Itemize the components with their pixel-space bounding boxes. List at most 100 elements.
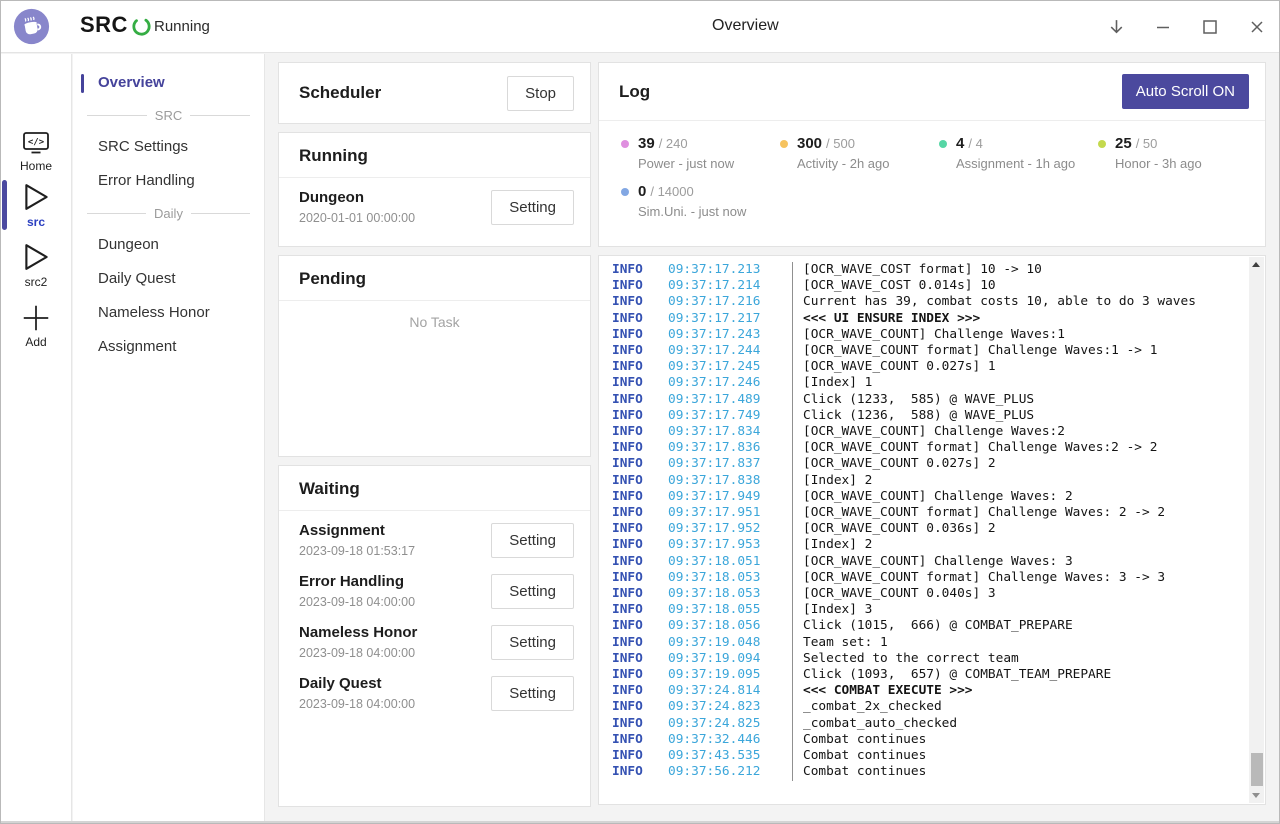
log-line: INFO 09:37:17.951 [OCR_WAVE_COUNT format…: [599, 505, 1265, 522]
close-button[interactable]: [1246, 16, 1268, 38]
log-line: INFO 09:37:43.535 Combat continues: [599, 748, 1265, 765]
log-message: Current has 39, combat costs 10, able to…: [792, 294, 1196, 311]
task-setting-button[interactable]: Setting: [491, 522, 574, 558]
menu-item-src-settings[interactable]: SRC Settings: [73, 130, 264, 164]
menu-sidebar: Overview SRC SRC Settings Error Handling…: [73, 54, 265, 821]
log-level: INFO: [612, 537, 643, 553]
task-name: Dungeon: [299, 189, 364, 206]
menu-item-error-handling[interactable]: Error Handling: [73, 164, 264, 198]
log-message: Selected to the correct team: [792, 650, 1019, 668]
log-level: INFO: [612, 424, 643, 440]
log-lines: INFO 09:37:17.213 [OCR_WAVE_COST format]…: [599, 262, 1265, 781]
maximize-icon: [1203, 19, 1217, 34]
log-message: [OCR_WAVE_COUNT format] Challenge Waves:…: [792, 569, 1165, 587]
nav-item-home[interactable]: </> Home: [0, 122, 72, 173]
log-header: Log Auto Scroll ON: [599, 63, 1265, 121]
scroll-down-icon[interactable]: [1252, 793, 1260, 798]
menu-item-nameless-honor[interactable]: Nameless Honor: [73, 296, 264, 330]
stat-dot-icon: [621, 140, 629, 148]
task-time: 2020-01-01 00:00:00: [299, 211, 416, 225]
scrollbar-thumb[interactable]: [1250, 753, 1263, 786]
log-line: INFO 09:37:18.051 [OCR_WAVE_COUNT] Chall…: [599, 553, 1265, 570]
running-spinner-icon: [132, 17, 151, 36]
running-title: Running: [299, 146, 368, 165]
log-timestamp: 09:37:17.244: [668, 343, 761, 359]
log-line: INFO 09:37:24.823 _combat_2x_checked: [599, 699, 1265, 716]
menu-item-dungeon[interactable]: Dungeon: [73, 228, 264, 262]
scroll-up-icon[interactable]: [1252, 262, 1260, 267]
nav-item-src[interactable]: src: [0, 178, 72, 230]
menu-item-overview[interactable]: Overview: [73, 66, 264, 100]
log-output[interactable]: INFO 09:37:17.213 [OCR_WAVE_COST format]…: [598, 255, 1266, 805]
log-timestamp: 09:37:17.952: [668, 521, 761, 537]
task-info: Daily Quest 2023-09-18 04:00:00: [299, 675, 415, 711]
stat-text: 25 / 50 Honor - 3h ago: [1115, 135, 1202, 171]
log-level: INFO: [612, 294, 643, 310]
status-label: Running: [154, 18, 210, 35]
menu-section-daily: Daily: [73, 198, 264, 228]
log-level: INFO: [612, 359, 643, 375]
log-level: INFO: [612, 553, 643, 569]
resource-stat: 0 / 14000 Sim.Uni. - just now: [621, 183, 780, 219]
hide-window-button[interactable]: [1105, 16, 1127, 38]
stat-dot-icon: [1098, 140, 1106, 148]
log-level: INFO: [612, 343, 643, 359]
log-message: [Index] 2: [792, 472, 872, 489]
nav-item-label: src: [26, 215, 46, 229]
task-info: Assignment 2023-09-18 01:53:17: [299, 522, 415, 558]
resource-stat: 300 / 500 Activity - 2h ago: [780, 135, 939, 171]
task-row: Dungeon 2020-01-01 00:00:00 Setting: [299, 182, 574, 233]
log-line: INFO 09:37:17.489 Click (1233, 585) @ WA…: [599, 391, 1265, 408]
no-task-label: No Task: [409, 314, 460, 330]
log-scrollbar[interactable]: [1249, 257, 1264, 803]
log-line: INFO 09:37:19.095 Click (1093, 657) @ CO…: [599, 667, 1265, 684]
stat-dot-icon: [621, 188, 629, 196]
task-time: 2023-09-18 04:00:00: [299, 595, 416, 609]
log-timestamp: 09:37:17.949: [668, 488, 761, 504]
play-icon: [0, 178, 72, 212]
nav-item-add[interactable]: Add: [0, 298, 72, 349]
stat-text: 4 / 4 Assignment - 1h ago: [956, 135, 1075, 171]
stat-dot-icon: [939, 140, 947, 148]
running-task-list: Dungeon 2020-01-01 00:00:00 Setting: [279, 178, 590, 233]
log-line: INFO 09:37:18.056 Click (1015, 666) @ CO…: [599, 618, 1265, 635]
log-message: [OCR_WAVE_COUNT 0.027s] 1: [792, 359, 996, 376]
nav-item-src2[interactable]: src2: [0, 238, 72, 289]
scheduler-status: Running: [131, 16, 210, 37]
task-setting-button[interactable]: Setting: [491, 573, 574, 609]
page-title: Overview: [712, 17, 779, 34]
log-line: INFO 09:37:32.446 Combat continues: [599, 731, 1265, 749]
minimize-button[interactable]: [1152, 16, 1174, 38]
log-message: _combat_auto_checked: [792, 715, 957, 732]
task-setting-button[interactable]: Setting: [491, 189, 574, 225]
task-setting-button[interactable]: Setting: [491, 624, 574, 660]
stat-value-row: 39 / 240: [638, 135, 734, 152]
stop-button[interactable]: Stop: [507, 75, 574, 111]
log-timestamp: 09:37:17.836: [668, 440, 761, 456]
log-timestamp: 09:37:17.953: [668, 537, 761, 553]
log-level: INFO: [612, 391, 643, 407]
log-line: INFO 09:37:17.834 [OCR_WAVE_COUNT] Chall…: [599, 424, 1265, 441]
log-message: [OCR_WAVE_COST format] 10 -> 10: [792, 262, 1042, 279]
log-message: [Index] 3: [792, 602, 872, 619]
log-message: [OCR_WAVE_COUNT] Challenge Waves:1: [792, 326, 1065, 344]
maximize-button[interactable]: [1199, 16, 1221, 38]
log-message: [OCR_WAVE_COST 0.014s] 10: [792, 278, 996, 295]
log-level: INFO: [612, 440, 643, 456]
log-line: INFO 09:37:56.212 Combat continues: [599, 764, 1265, 781]
log-message: [OCR_WAVE_COUNT] Challenge Waves:2: [792, 424, 1065, 441]
menu-item-daily-quest[interactable]: Daily Quest: [73, 262, 264, 296]
stat-max: / 4: [968, 136, 983, 151]
log-timestamp: 09:37:24.823: [668, 699, 761, 715]
menu-item-assignment[interactable]: Assignment: [73, 330, 264, 364]
log-line: INFO 09:37:17.836 [OCR_WAVE_COUNT format…: [599, 440, 1265, 457]
log-message: [Index] 2: [792, 537, 872, 554]
log-level: INFO: [612, 407, 643, 423]
log-line: INFO 09:37:17.217 <<< UI ENSURE INDEX >>…: [599, 310, 1265, 327]
log-line: INFO 09:37:17.245 [OCR_WAVE_COUNT 0.027s…: [599, 359, 1265, 376]
divider-line: [190, 114, 251, 116]
task-setting-button[interactable]: Setting: [491, 675, 574, 711]
auto-scroll-button[interactable]: Auto Scroll ON: [1121, 74, 1249, 109]
log-timestamp: 09:37:18.053: [668, 569, 761, 585]
log-message: Click (1015, 666) @ COMBAT_PREPARE: [792, 618, 1073, 635]
